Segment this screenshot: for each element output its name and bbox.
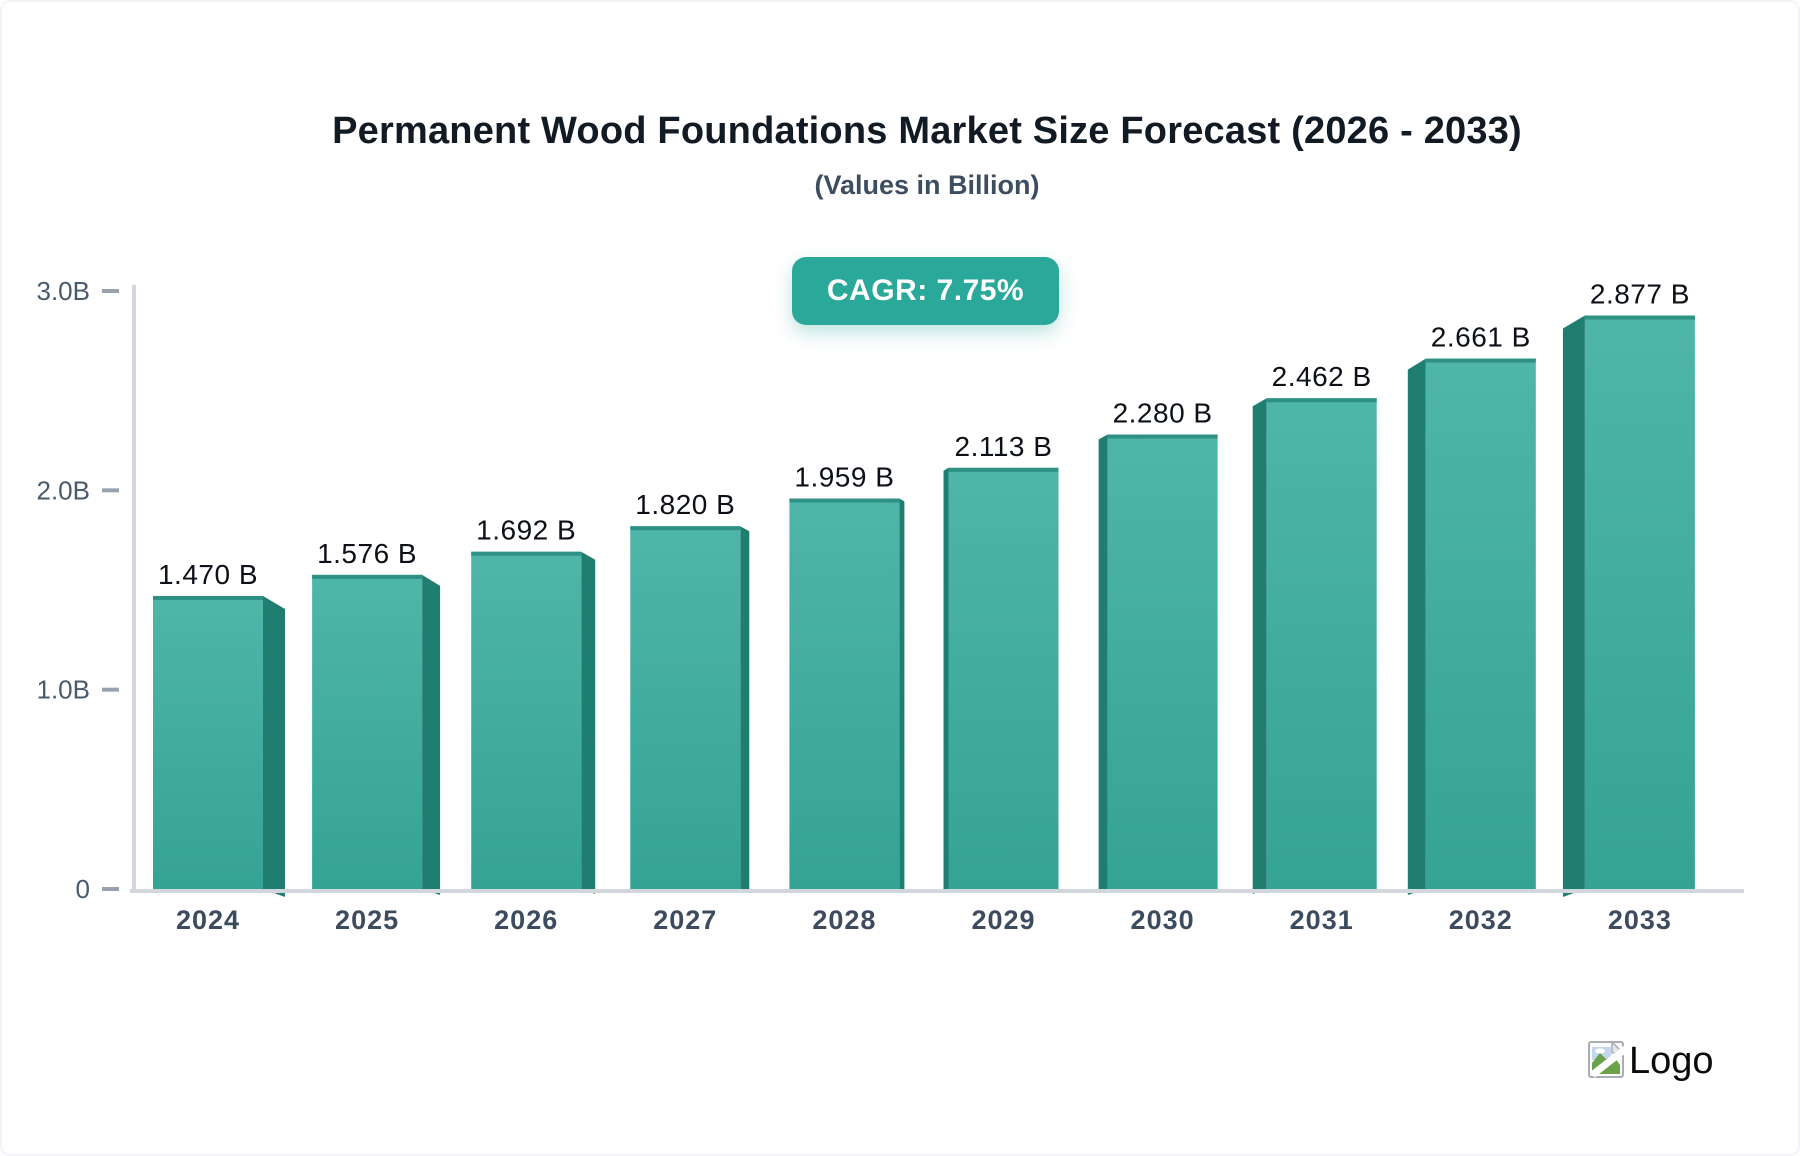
bar <box>630 526 741 889</box>
y-axis-tick <box>102 887 119 891</box>
bar-side-face <box>1098 434 1108 892</box>
y-axis-line <box>132 285 136 893</box>
logo-alt-text: Logo <box>1629 1040 1714 1082</box>
bar-side-face <box>1407 358 1426 896</box>
bar-top-edge <box>1584 315 1695 320</box>
bar-value-label: 2.462 B <box>1272 361 1372 392</box>
chart-subtitle: (Values in Billion) <box>814 170 1040 200</box>
bar <box>312 574 423 889</box>
bar-value-label: 2.661 B <box>1431 322 1531 353</box>
bar-side-face <box>1252 398 1267 894</box>
x-axis-label: 2026 <box>494 905 558 935</box>
bar-top-edge <box>630 526 741 531</box>
bar-value-label: 1.692 B <box>476 515 576 546</box>
bar-value-label: 2.113 B <box>955 431 1053 462</box>
x-axis-label: 2030 <box>1131 905 1195 935</box>
bar-side-face <box>899 498 905 891</box>
bar <box>1107 434 1218 889</box>
bar-top-edge <box>153 595 263 600</box>
bar-value-label: 2.877 B <box>1590 279 1690 310</box>
bar-side-face <box>581 551 596 894</box>
x-axis-label: 2025 <box>335 905 399 935</box>
bar-side-face <box>422 574 441 895</box>
chart-title: Permanent Wood Foundations Market Size F… <box>332 110 1522 152</box>
bar-value-label: 1.820 B <box>635 489 735 520</box>
bar-side-face <box>263 595 285 897</box>
bar <box>153 595 263 889</box>
y-axis-tick <box>102 687 119 692</box>
cagr-badge: CAGR: 7.75% <box>792 257 1059 325</box>
bar-top-edge <box>789 498 900 503</box>
bar-value-label: 1.959 B <box>794 462 894 493</box>
bar <box>1266 398 1377 889</box>
y-axis-label: 2.0B <box>37 475 91 505</box>
logo-placeholder: Logo <box>1587 1040 1714 1080</box>
bar-top-edge <box>471 551 582 556</box>
bar-top-edge <box>1425 358 1536 363</box>
broken-image-icon <box>1588 1040 1627 1078</box>
y-axis-label: 3.0B <box>37 276 91 306</box>
bar-top-edge <box>1266 398 1377 403</box>
bar <box>1425 358 1536 890</box>
bar-side-face <box>740 526 750 892</box>
y-axis-tick <box>102 488 119 493</box>
bar <box>471 551 582 889</box>
y-axis-label: 1.0B <box>37 675 91 705</box>
bar <box>789 498 900 889</box>
x-axis-label: 2024 <box>176 905 240 935</box>
bar-side-face <box>1562 315 1585 897</box>
x-axis-line <box>130 889 1744 893</box>
bar-value-label: 2.280 B <box>1113 398 1213 429</box>
x-axis-label: 2031 <box>1290 905 1354 935</box>
bar <box>948 467 1059 889</box>
bar-top-edge <box>1107 434 1218 439</box>
y-axis-tick <box>102 289 119 293</box>
bar-value-label: 1.576 B <box>317 538 417 569</box>
bar-top-edge <box>948 467 1059 472</box>
x-axis-label: 2029 <box>971 905 1035 935</box>
y-axis-label: 0 <box>76 874 90 904</box>
bar-top-edge <box>312 574 423 579</box>
cagr-badge-label: CAGR: 7.75% <box>826 274 1025 307</box>
bar <box>1584 315 1695 889</box>
bar-value-label: 1.470 B <box>158 559 258 590</box>
x-axis-label: 2028 <box>812 905 876 935</box>
x-axis-label: 2033 <box>1608 905 1672 935</box>
bar-side-face <box>943 467 949 891</box>
x-axis-label: 2027 <box>653 905 717 935</box>
x-axis-label: 2032 <box>1449 905 1513 935</box>
